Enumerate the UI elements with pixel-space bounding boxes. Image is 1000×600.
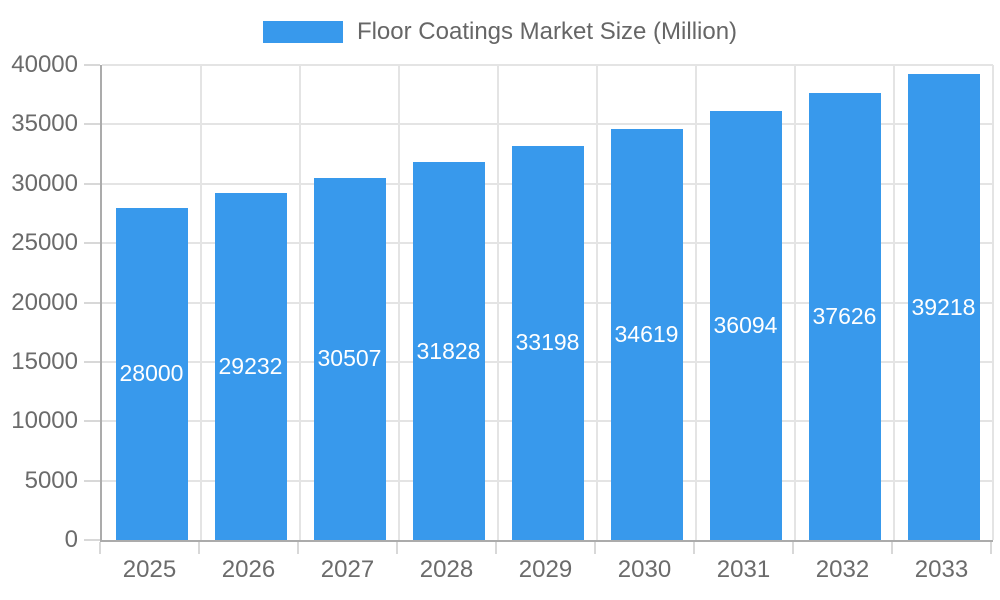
x-axis-tick	[891, 542, 893, 554]
x-axis-label: 2032	[815, 556, 870, 583]
x-gridline	[398, 65, 400, 540]
x-axis-tick	[495, 542, 497, 554]
x-axis-label: 2031	[716, 556, 771, 583]
x-axis-label: 2027	[320, 556, 375, 583]
y-axis-label: 35000	[11, 110, 78, 138]
x-gridline	[893, 65, 895, 540]
x-gridline	[200, 65, 202, 540]
x-axis-label: 2033	[914, 556, 969, 583]
x-gridline	[992, 65, 994, 540]
x-axis-tick	[396, 542, 398, 554]
plot-area: 28000 29232 30507 31828 33198 34619 36094 37626…	[100, 64, 994, 542]
x-axis-tick	[99, 542, 101, 554]
bar-2026[interactable]: 29232	[214, 192, 287, 540]
y-axis-tick	[84, 360, 100, 363]
x-gridline	[299, 65, 301, 540]
bar-2029[interactable]: 33198	[511, 145, 584, 540]
x-gridline	[695, 65, 697, 540]
legend-swatch-icon	[262, 21, 343, 43]
x-gridline	[794, 65, 796, 540]
bar-2032[interactable]: 37626	[808, 93, 881, 540]
bar-value-label: 34619	[614, 320, 679, 347]
y-axis-tick	[84, 123, 100, 126]
bar-value-label: 30507	[317, 345, 382, 372]
y-axis-label: 0	[64, 526, 78, 553]
bar-value-label: 33198	[515, 329, 580, 356]
x-axis-label: 2028	[419, 556, 474, 583]
y-axis-label: 15000	[11, 347, 78, 375]
bar-2025[interactable]: 28000	[115, 207, 188, 540]
x-gridline	[497, 65, 499, 540]
y-axis-label: 5000	[24, 466, 78, 494]
x-axis-tick	[792, 542, 794, 554]
legend-label: Floor Coatings Market Size (Million)	[356, 18, 738, 45]
y-axis-label: 30000	[11, 169, 78, 197]
y-axis-label: 40000	[11, 51, 78, 78]
y-axis-label: 10000	[11, 407, 78, 435]
y-axis-tick	[84, 420, 100, 423]
x-gridline	[596, 65, 598, 540]
x-axis-tick	[693, 542, 695, 554]
bar-value-label: 39218	[911, 293, 976, 320]
x-axis-tick	[594, 542, 596, 554]
bar-2033[interactable]: 39218	[907, 74, 980, 540]
y-axis-tick	[84, 64, 100, 66]
bar-value-label: 37626	[812, 303, 877, 330]
y-gridline	[102, 64, 993, 66]
y-axis-tick	[84, 539, 100, 541]
y-axis-tick	[84, 479, 100, 482]
bar-2031[interactable]: 36094	[709, 111, 782, 540]
bar-value-label: 36094	[713, 312, 778, 339]
y-axis-tick	[84, 182, 100, 185]
x-axis-label: 2030	[617, 556, 672, 583]
bar-value-label: 28000	[119, 360, 184, 387]
bar-2027[interactable]: 30507	[313, 177, 386, 540]
legend[interactable]: Floor Coatings Market Size (Million)	[0, 14, 1000, 50]
y-gridline	[102, 123, 993, 126]
x-axis-tick	[198, 542, 200, 554]
x-axis-label: 2026	[221, 556, 276, 583]
y-axis-tick	[84, 301, 100, 304]
y-axis-label: 25000	[11, 229, 78, 257]
y-axis-label: 20000	[11, 288, 78, 316]
x-axis-tick	[297, 542, 299, 554]
x-axis-label: 2025	[122, 556, 177, 583]
bar-2028[interactable]: 31828	[412, 162, 485, 540]
x-axis-tick	[990, 542, 992, 554]
bar-value-label: 29232	[218, 352, 283, 379]
x-axis-label: 2029	[518, 556, 573, 583]
bar-value-label: 31828	[416, 337, 481, 364]
bar-2030[interactable]: 34619	[610, 128, 683, 540]
y-axis-tick	[84, 242, 100, 245]
